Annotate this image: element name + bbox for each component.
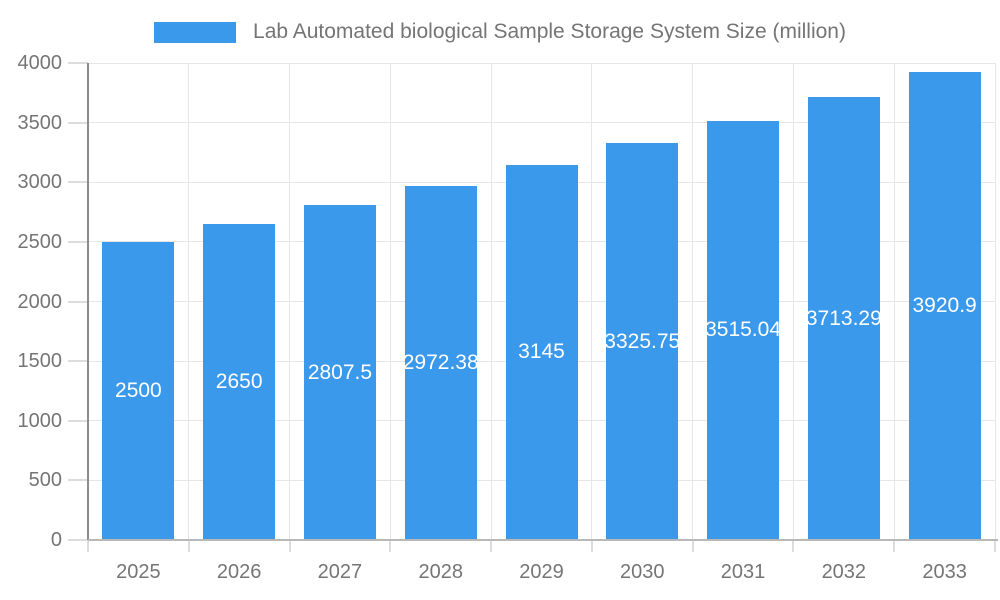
bar: 3920.9 xyxy=(908,72,981,540)
y-axis-tick-label: 500 xyxy=(28,469,62,492)
x-axis-tick xyxy=(792,540,795,552)
x-axis-tick-label: 2025 xyxy=(116,561,161,583)
y-axis-tick-label: 1000 xyxy=(17,409,63,432)
x-axis-tick xyxy=(590,540,593,552)
y-axis-tick-label: 2500 xyxy=(17,230,63,253)
gridline-vertical xyxy=(591,63,593,540)
bar-value-label: 3145 xyxy=(518,340,565,364)
legend-item[interactable]: Lab Automated biological Sample Storage … xyxy=(154,20,846,44)
x-axis-tick xyxy=(288,540,291,552)
y-axis-tick xyxy=(68,479,88,482)
y-axis-line xyxy=(87,63,89,540)
x-axis-tick-label: 2028 xyxy=(418,561,463,583)
gridline-vertical xyxy=(994,63,996,540)
y-axis-tick-label: 0 xyxy=(50,529,62,551)
gridline-horizontal xyxy=(88,62,995,64)
x-axis-tick xyxy=(87,540,89,552)
x-axis-line xyxy=(88,539,998,541)
gridline-vertical xyxy=(792,63,794,540)
bar-value-label: 3325.75 xyxy=(606,329,679,353)
bar: 2500 xyxy=(102,241,175,540)
bar-value-label: 2650 xyxy=(215,369,263,393)
y-axis-tick xyxy=(68,419,88,422)
bar: 2972.38 xyxy=(404,185,477,540)
legend-swatch-icon xyxy=(154,21,237,43)
y-axis-tick xyxy=(68,181,88,184)
gridline-horizontal xyxy=(88,122,995,124)
gridline-vertical xyxy=(389,63,391,540)
x-axis-tick-label: 2030 xyxy=(620,561,665,583)
chart-legend: Lab Automated biological Sample Storage … xyxy=(0,20,1000,44)
y-axis-tick-label: 2000 xyxy=(17,290,63,313)
x-axis-tick-label: 2031 xyxy=(720,561,766,583)
x-axis-tick-label: 2026 xyxy=(216,561,262,583)
y-axis-tick xyxy=(68,62,88,64)
y-axis-tick-label: 1500 xyxy=(17,350,63,373)
x-axis-tick xyxy=(490,540,493,552)
bar: 3515.04 xyxy=(707,120,780,540)
y-axis-tick-label: 3000 xyxy=(17,171,63,194)
bar: 3325.75 xyxy=(606,143,679,540)
bar-value-label: 3515.04 xyxy=(707,318,780,342)
gridline-vertical xyxy=(188,63,190,540)
bar-value-label: 3920.9 xyxy=(912,294,977,318)
y-axis-tick-label: 3500 xyxy=(17,111,63,134)
y-axis-tick xyxy=(68,539,88,541)
legend-label: Lab Automated biological Sample Storage … xyxy=(253,20,846,43)
bar: 2650 xyxy=(203,223,276,540)
bar-value-label: 2500 xyxy=(115,378,162,402)
gridline-vertical xyxy=(289,63,291,540)
y-axis-tick xyxy=(68,360,88,363)
x-axis-tick xyxy=(691,540,694,552)
gridline-vertical xyxy=(692,63,694,540)
bar: 3145 xyxy=(505,164,578,540)
bar-value-label: 2972.38 xyxy=(404,350,477,374)
x-axis-tick-label: 2032 xyxy=(821,561,867,583)
x-axis-tick xyxy=(994,540,996,552)
y-axis-tick xyxy=(68,121,88,124)
x-axis-tick xyxy=(893,540,896,552)
gridline-vertical xyxy=(490,63,492,540)
bar: 3713.29 xyxy=(807,97,880,540)
x-axis-tick-label: 2029 xyxy=(519,561,564,583)
bar-value-label: 3713.29 xyxy=(807,306,880,330)
bar: 2807.5 xyxy=(303,205,376,540)
bar-value-label: 2807.5 xyxy=(307,360,373,384)
x-axis-tick-label: 2033 xyxy=(922,561,967,583)
gridline-vertical xyxy=(893,63,895,540)
y-axis-tick xyxy=(68,240,88,243)
x-axis-tick xyxy=(187,540,190,552)
y-axis-tick-label: 4000 xyxy=(17,52,63,74)
x-axis-tick xyxy=(389,540,392,552)
y-axis-tick xyxy=(68,300,88,303)
x-axis-tick-label: 2027 xyxy=(317,561,363,583)
